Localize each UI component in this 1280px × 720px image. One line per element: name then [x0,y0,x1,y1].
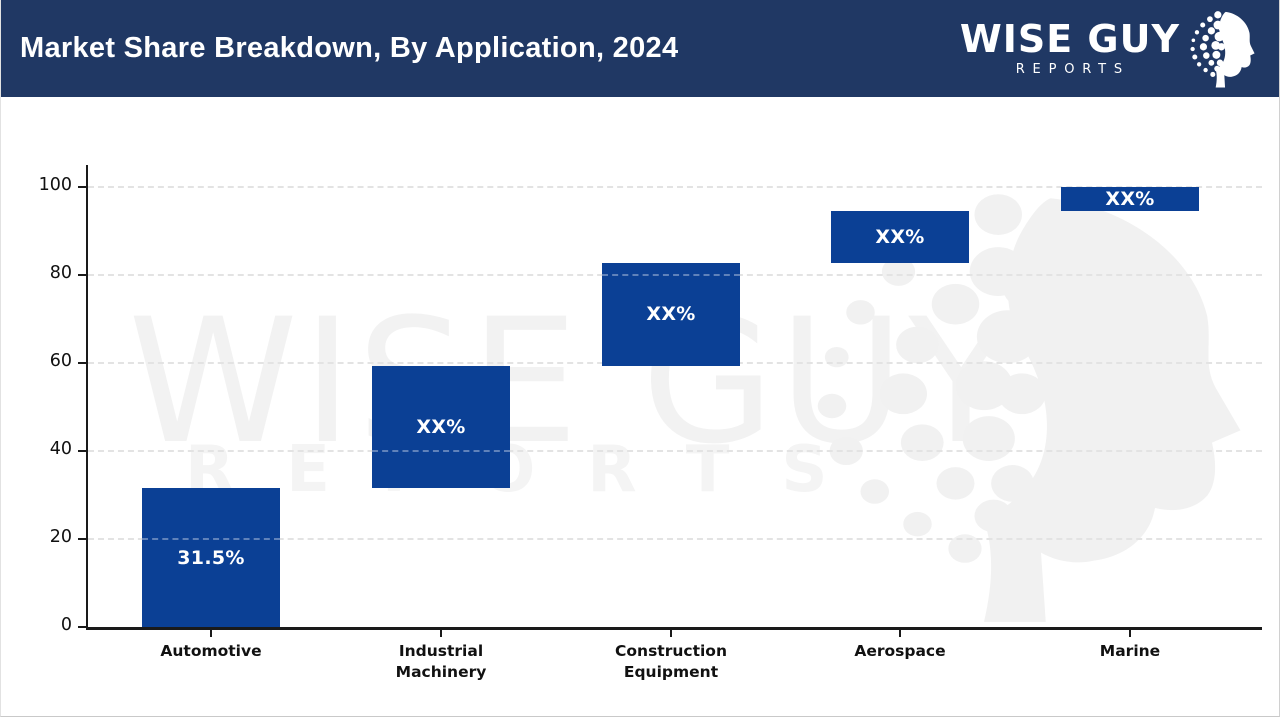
bar-value-label: XX% [1105,187,1155,210]
y-tick-label: 40 [49,439,72,459]
x-tick-mark [1129,629,1131,637]
y-tick-mark [78,538,86,540]
x-category-label-industrial-machinery: Industrial Machinery [395,642,487,681]
y-tick-mark [78,362,86,364]
gridline-y-20 [88,538,1262,540]
gridline-y-40 [88,450,1262,452]
bar-aerospace: XX% [831,210,969,263]
y-tick-label: 20 [49,527,72,547]
x-category-label-construction-equipment: Construction Equipment [615,642,727,681]
bar-construction-equipment: XX% [602,262,740,367]
y-tick-mark [78,274,86,276]
bar-value-label: XX% [646,303,696,326]
bar-industrial-machinery: XX% [372,366,510,489]
x-tick-mark [899,629,901,637]
x-category-label-automotive: Automotive [160,642,262,660]
x-tick-mark [440,629,442,637]
page-title: Market Share Breakdown, By Application, … [20,32,679,64]
bar-value-label: 31.5% [177,546,245,569]
y-tick-mark [78,186,86,188]
y-tick-mark [78,626,86,628]
gridline-overlay [372,449,510,452]
x-tick-mark [670,629,672,637]
gridline-overlay [142,537,280,540]
bar-marine: XX% [1061,187,1199,211]
x-category-label-marine: Marine [1099,642,1161,660]
brand-face-icon [1190,10,1255,88]
x-tick-mark [210,629,212,637]
x-category-label-aerospace: Aerospace [854,642,946,660]
y-tick-label: 0 [60,615,72,635]
gridline-y-100 [88,186,1262,188]
brand-wordmark: WISE GUY [959,17,1180,61]
y-axis-line [86,165,88,629]
brand-logo: WISE GUY REPORTS [960,9,1256,89]
brand-logo-text: WISE GUY REPORTS [960,20,1180,77]
bar-automotive: 31.5% [142,488,280,627]
brand-subtext: REPORTS [1015,62,1130,77]
bar-value-label: XX% [416,416,466,439]
x-axis-line [86,627,1262,630]
bar-value-label: XX% [875,225,925,248]
y-tick-mark [78,450,86,452]
y-tick-label: 80 [49,263,72,283]
y-tick-label: 100 [38,175,72,195]
header: Market Share Breakdown, By Application, … [0,0,1280,97]
gridline-overlay [602,273,740,276]
y-tick-label: 60 [49,351,72,371]
